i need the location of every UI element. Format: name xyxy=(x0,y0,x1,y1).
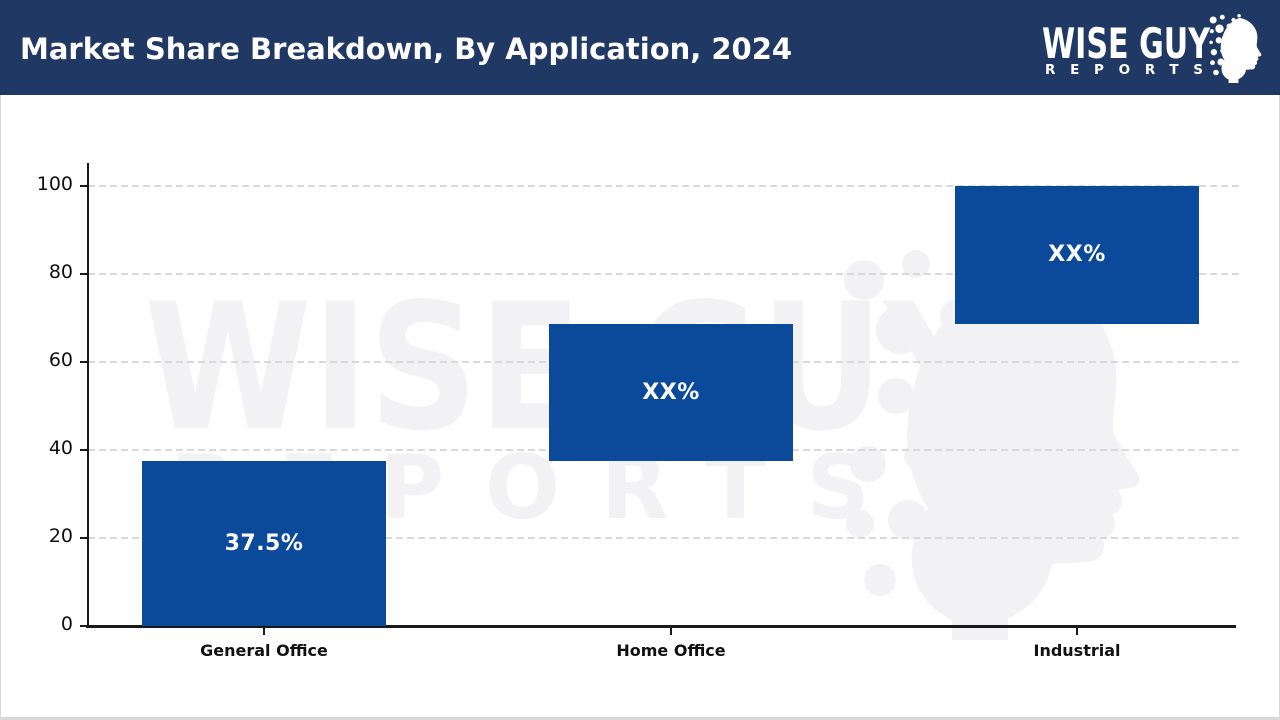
logo-face-icon xyxy=(1209,14,1262,83)
y-tick-label-60: 60 xyxy=(48,349,73,371)
y-tick-label-0: 0 xyxy=(60,613,73,635)
y-tick-mark-40 xyxy=(80,449,88,451)
header: Market Share Breakdown, By Application, … xyxy=(0,0,1280,95)
page-title: Market Share Breakdown, By Application, … xyxy=(20,32,793,66)
y-tick-mark-60 xyxy=(80,361,88,363)
wiseguy-logo: WISE GUY REPORTS xyxy=(1042,14,1262,83)
category-label-0: General Office xyxy=(200,641,328,660)
y-tick-label-80: 80 xyxy=(48,261,73,283)
x-tick-mark-1 xyxy=(670,628,672,635)
y-tick-mark-0 xyxy=(80,625,88,627)
bar-industrial: XX% xyxy=(955,186,1199,324)
y-tick-label-20: 20 xyxy=(48,525,73,547)
x-axis-line xyxy=(86,625,1236,628)
gridline-100 xyxy=(88,185,1242,187)
y-tick-label-100: 100 xyxy=(36,173,73,195)
category-label-2: Industrial xyxy=(1033,641,1121,660)
category-label-1: Home Office xyxy=(616,641,726,660)
bar-home-office: XX% xyxy=(549,323,793,461)
gridline-20 xyxy=(88,537,1242,539)
bar-general-office: 37.5% xyxy=(142,461,386,626)
bar-value-label: 37.5% xyxy=(224,531,304,556)
bar-value-label: XX% xyxy=(642,379,700,405)
y-tick-mark-100 xyxy=(80,185,88,187)
bar-value-label: XX% xyxy=(1048,242,1106,268)
gridline-80 xyxy=(88,273,1242,275)
logo-name: WISE GUY xyxy=(1042,19,1210,68)
x-tick-mark-2 xyxy=(1076,628,1078,635)
y-tick-mark-80 xyxy=(80,273,88,275)
y-axis-line xyxy=(87,163,89,628)
y-tick-label-40: 40 xyxy=(48,437,73,459)
x-tick-mark-0 xyxy=(263,628,265,635)
y-tick-mark-20 xyxy=(80,537,88,539)
